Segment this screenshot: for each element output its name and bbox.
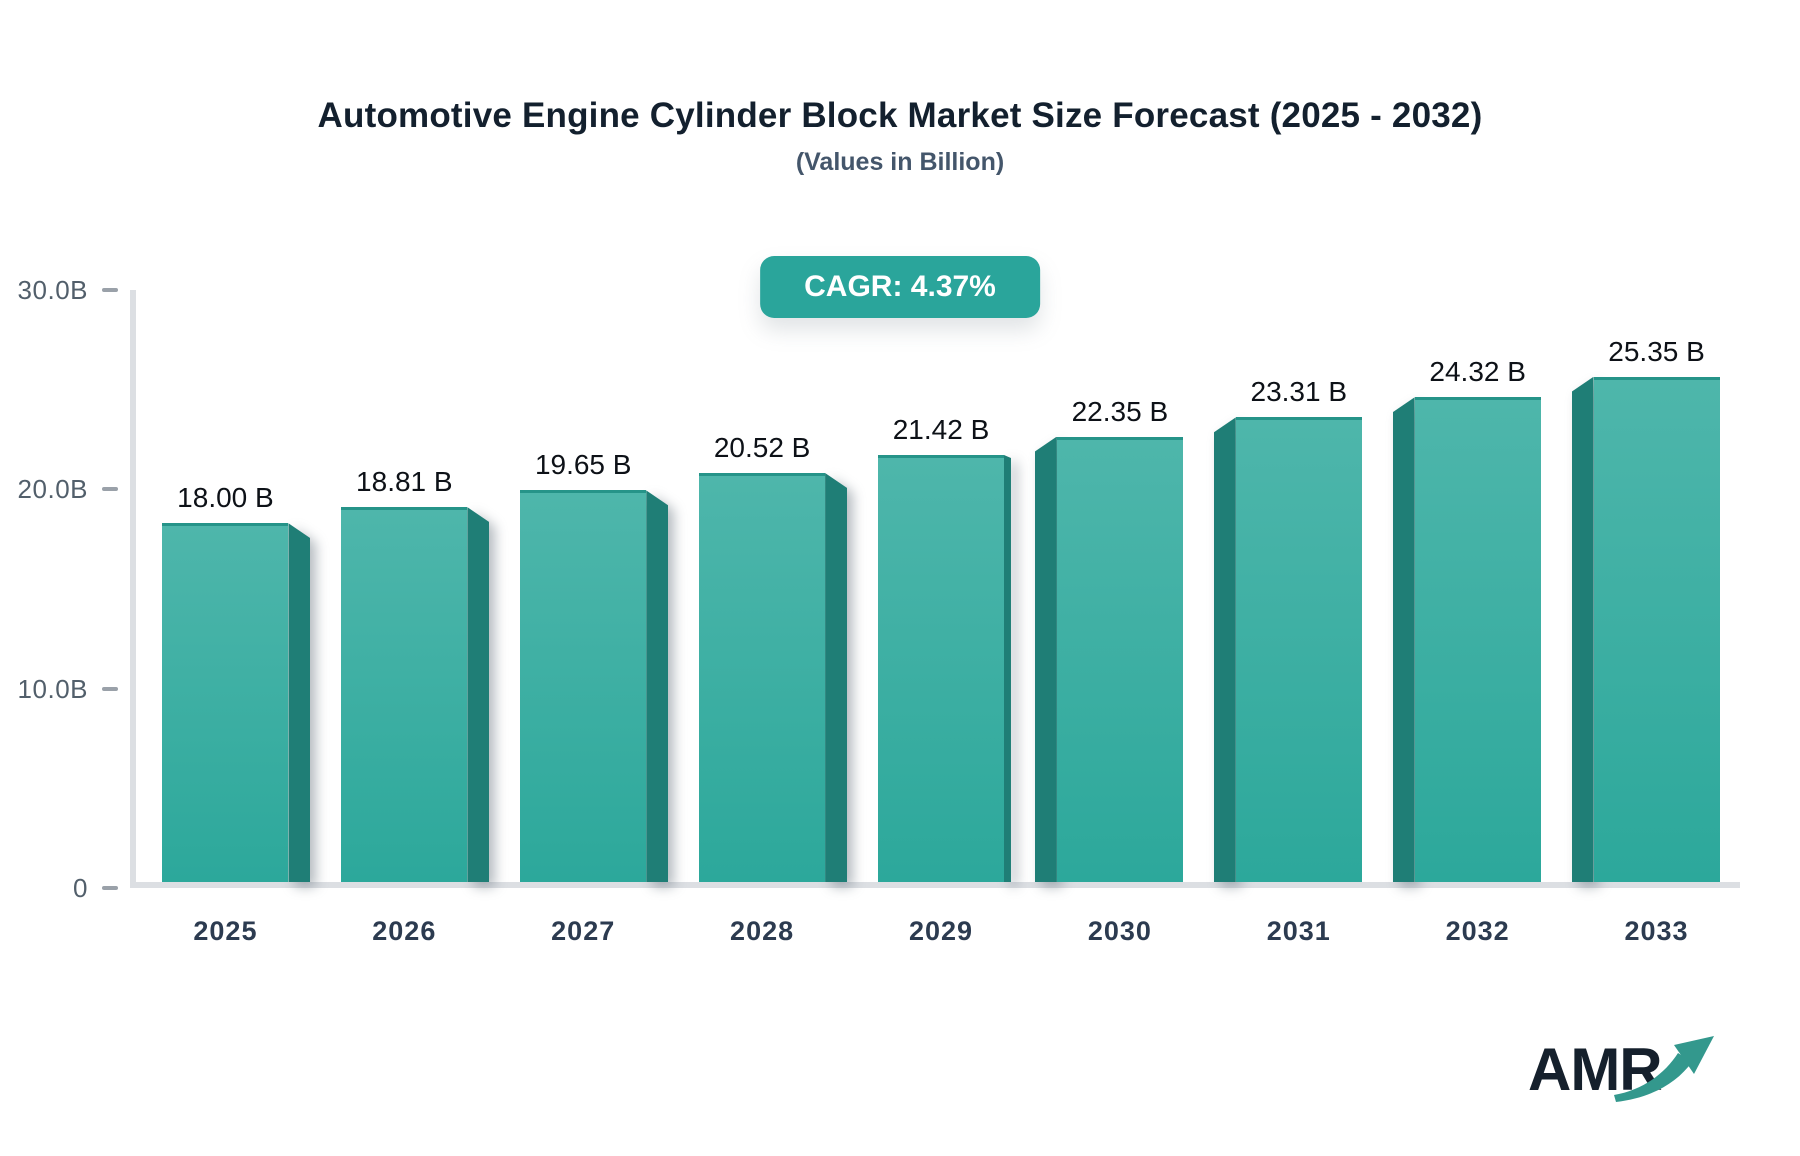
amr-logo: AMR [1528,1036,1714,1108]
bar-side-face [1392,397,1415,882]
bar-side-3d [1003,455,1011,882]
bar-side-face [467,507,490,882]
bar-value-label: 24.32 B [1429,356,1526,388]
x-axis-label: 2025 [193,916,258,946]
y-axis: 30.0B 20.0B 10.0B 0 [0,277,130,901]
bar-group-2025: 18.00 B 2025 [136,290,315,946]
bar-group-2028: 20.52 B 2028 [673,290,852,946]
bar-2031 [1235,417,1362,882]
x-axis-label: 2032 [1445,916,1510,946]
x-axis-label: 2028 [730,916,795,946]
bar-2027 [520,490,647,882]
y-axis-tick-label: 10.0B [17,673,88,704]
bar-group-2030: 22.35 B 2030 [1030,290,1209,946]
y-axis-tick-mark [102,487,118,492]
bar-value-label: 20.52 B [713,431,811,463]
chart-subtitle: (Values in Billion) [795,148,1005,176]
y-axis-tick-label: 30.0B [17,275,88,305]
x-axis-label: 2029 [908,916,974,946]
x-axis-label: 2026 [372,916,437,946]
x-axis-label: 2033 [1624,916,1689,946]
bar-value-label: 21.42 B [892,414,990,446]
bar-side-face [825,472,848,882]
bar-group-2033: 25.35 B 2033 [1567,290,1746,946]
bar-value-label: 23.31 B [1250,376,1348,408]
bar-side-face [288,523,311,882]
bar-value-label: 18.00 B [177,482,274,514]
y-axis-tick-label: 20.0B [17,474,88,505]
bar-2033 [1593,376,1720,882]
bar-value-label: 19.65 B [534,449,632,481]
bar-side-face [1571,376,1594,882]
x-axis-label: 2030 [1087,916,1152,946]
bar-side-3d [1034,436,1057,882]
bar-group-2029: 21.42 B 2029 [852,290,1031,946]
bar-side-3d [1571,376,1594,882]
chart-title: Automotive Engine Cylinder Block Market … [317,96,1483,135]
bar-side-3d [288,523,311,882]
bar-side-3d [467,507,490,882]
bar-group-2032: 24.32 B 2032 [1388,290,1567,946]
x-axis-label: 2027 [551,916,616,946]
bar-group-2026: 18.81 B 2026 [315,290,494,946]
bar-2030 [1056,436,1183,882]
bar-group-2031: 23.31 B 2031 [1209,290,1388,946]
y-axis-tick-mark [102,686,118,691]
bar-side-face [1003,455,1011,882]
bar-side-3d [1213,417,1236,882]
x-axis-label: 2031 [1266,916,1331,946]
bar-side-3d [1392,397,1415,882]
bar-value-label: 18.81 B [356,466,453,498]
cagr-badge: CAGR: 4.37% [760,256,1040,318]
bar-2032 [1414,397,1541,882]
bar-2029 [877,455,1004,882]
bar-value-label: 25.35 B [1608,335,1705,367]
bar-side-face [646,490,669,882]
bar-2026 [341,507,468,882]
bar-side-face [1034,436,1057,882]
bar-value-label: 22.35 B [1071,395,1169,427]
bar-2025 [162,523,289,882]
bar-side-3d [646,490,669,882]
bar-side-face [1213,417,1236,882]
bar-2028 [699,472,826,882]
bar-group-2027: 19.65 B 2027 [494,290,673,946]
y-axis-tick-label: 0 [73,873,88,903]
y-axis-tick-mark [102,886,118,890]
bar-side-3d [825,472,848,882]
plot-area: 18.00 B 2025 18.81 B 2026 19.65 B 2027 20.52 B… [130,290,1740,946]
growth-arrow-icon [1614,1036,1714,1102]
y-axis-tick-mark [102,288,118,292]
